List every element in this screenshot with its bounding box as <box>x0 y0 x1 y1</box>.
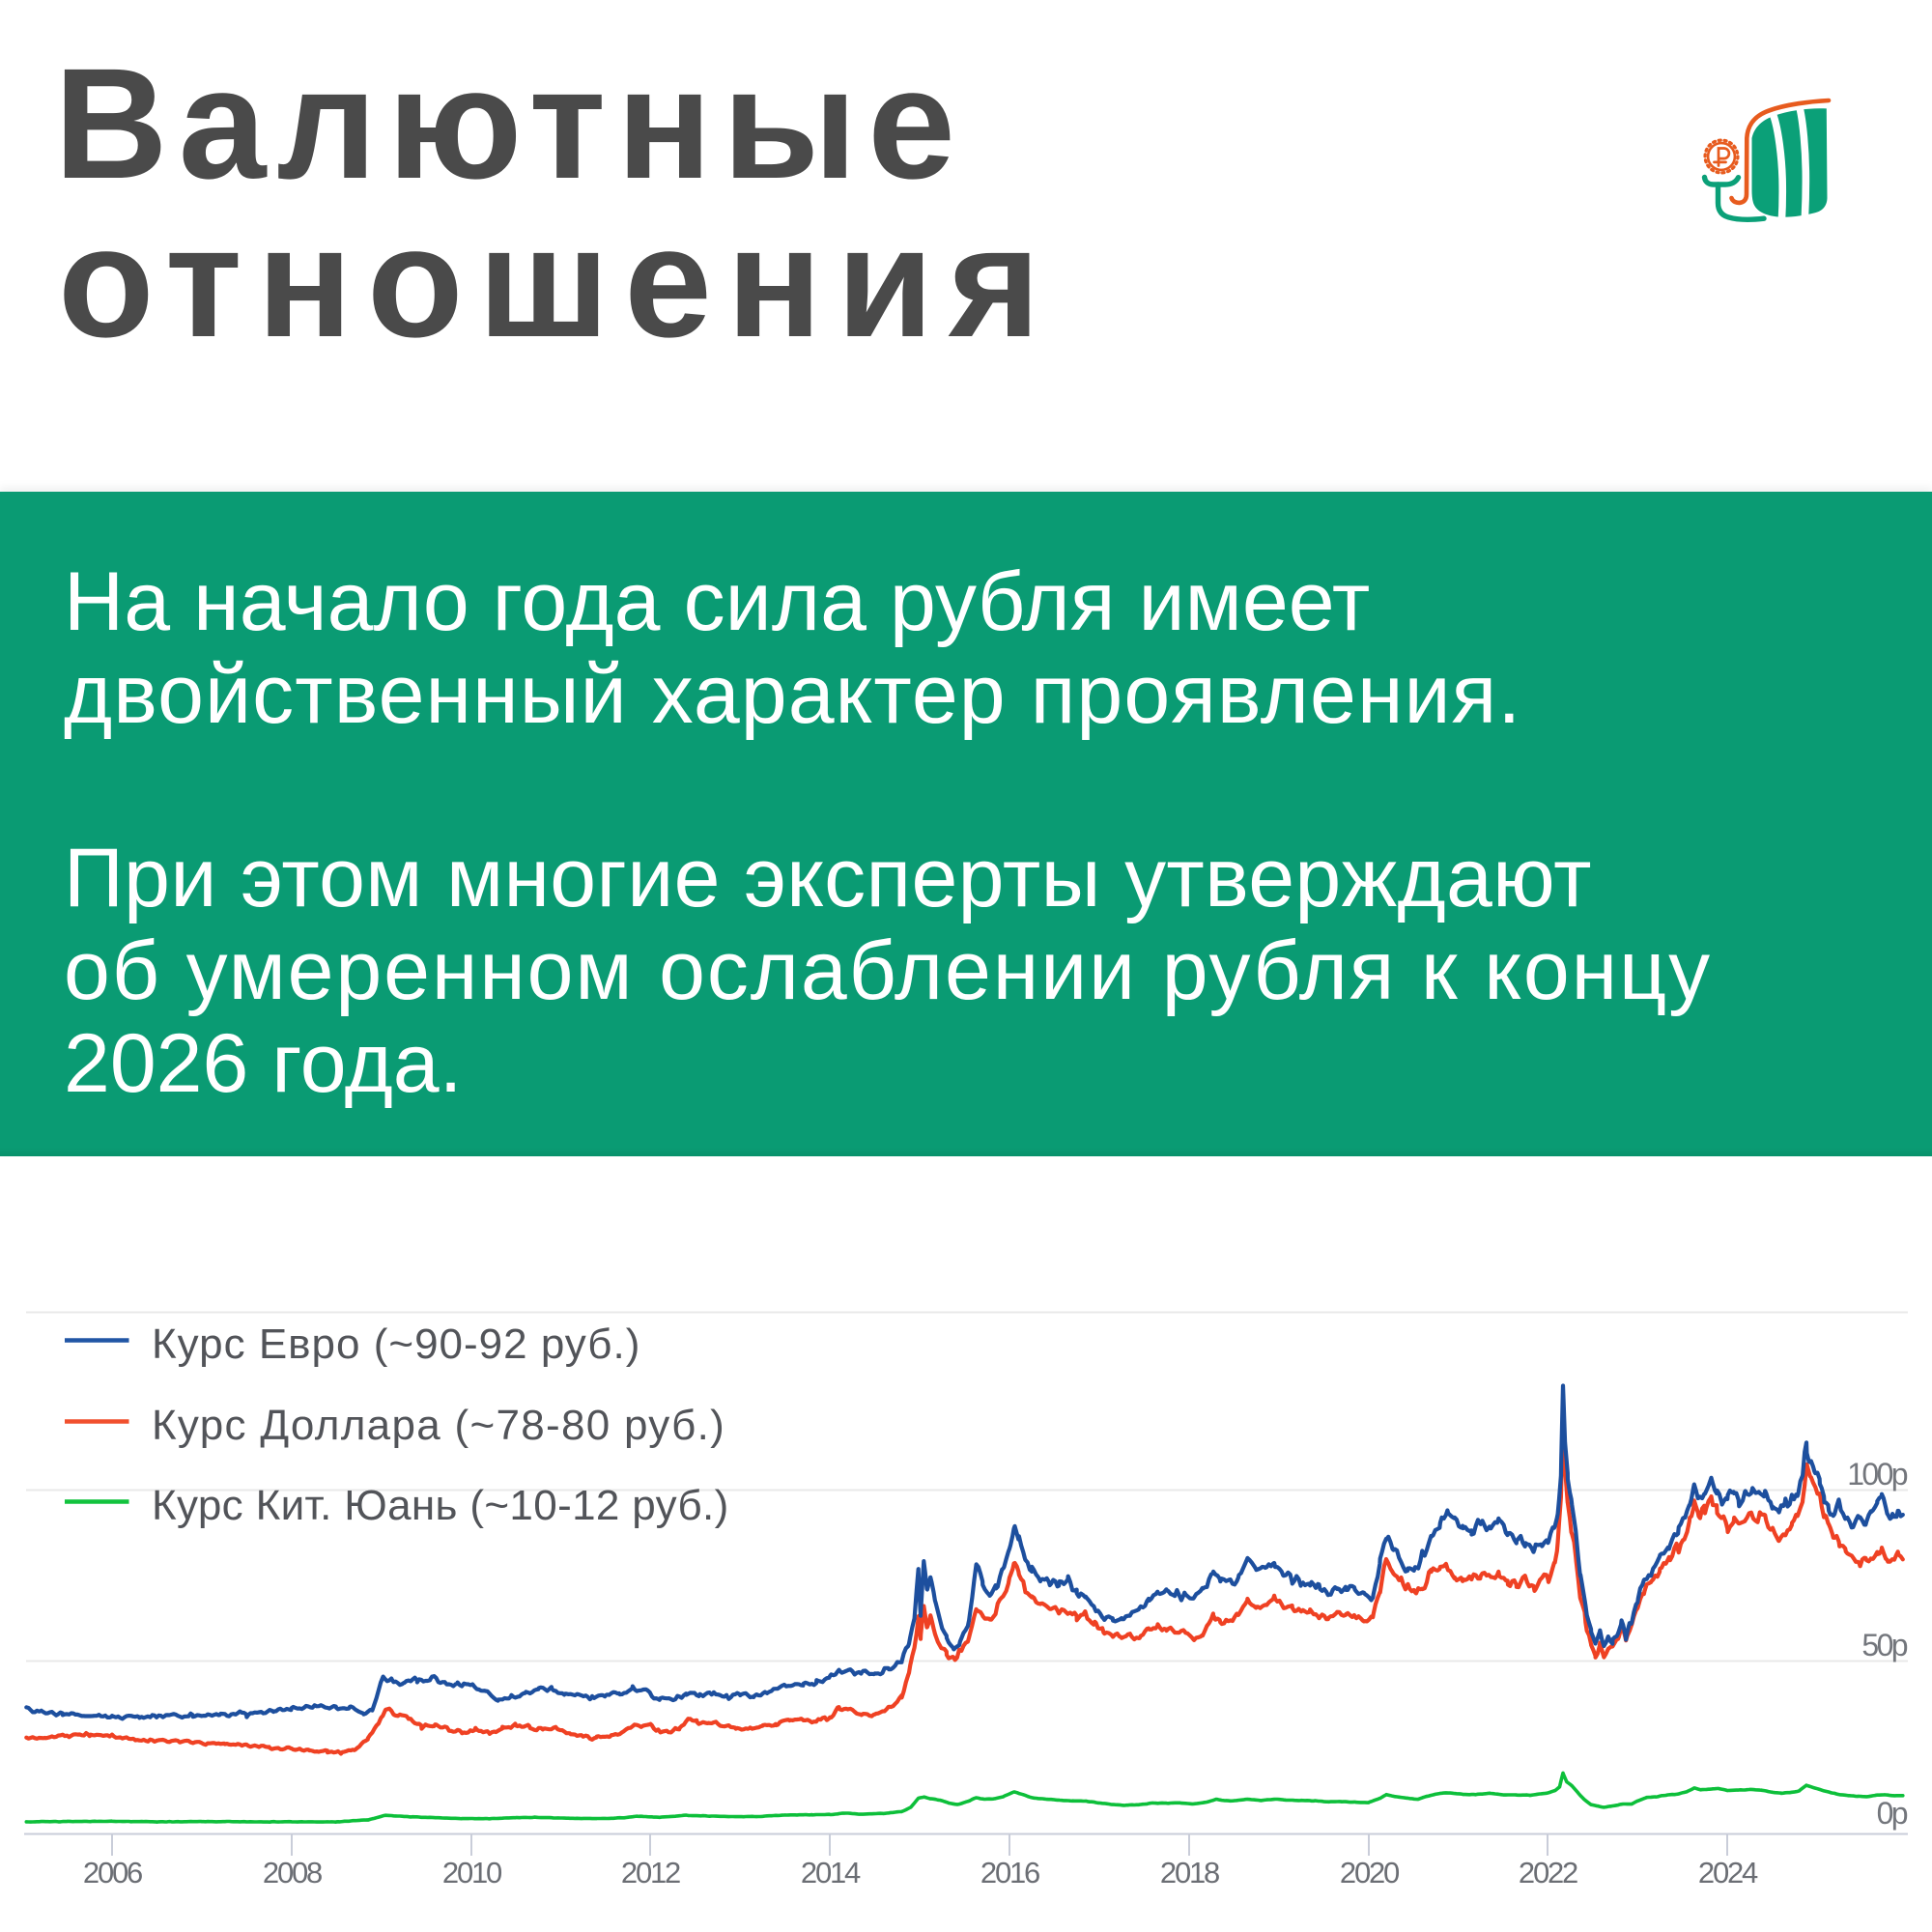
svg-text:Курс Евро (~90-92 руб.): Курс Евро (~90-92 руб.) <box>152 1321 640 1368</box>
svg-text:100p: 100p <box>1847 1457 1908 1492</box>
svg-text:Курс Доллара (~78-80 руб.): Курс Доллара (~78-80 руб.) <box>152 1402 725 1449</box>
svg-text:0p: 0p <box>1877 1796 1908 1831</box>
svg-text:2018: 2018 <box>1160 1856 1219 1889</box>
svg-text:Курс Кит. Юань (~10-12 руб.): Курс Кит. Юань (~10-12 руб.) <box>152 1482 729 1529</box>
svg-text:2016: 2016 <box>980 1856 1039 1889</box>
svg-text:2020: 2020 <box>1340 1856 1400 1889</box>
svg-text:2006: 2006 <box>83 1856 142 1889</box>
svg-text:50p: 50p <box>1861 1628 1907 1662</box>
svg-text:2008: 2008 <box>263 1856 322 1889</box>
svg-text:2010: 2010 <box>442 1856 502 1889</box>
svg-text:2012: 2012 <box>621 1856 680 1889</box>
svg-text:2014: 2014 <box>801 1856 861 1889</box>
svg-text:2024: 2024 <box>1698 1856 1758 1889</box>
svg-text:2022: 2022 <box>1519 1856 1577 1889</box>
